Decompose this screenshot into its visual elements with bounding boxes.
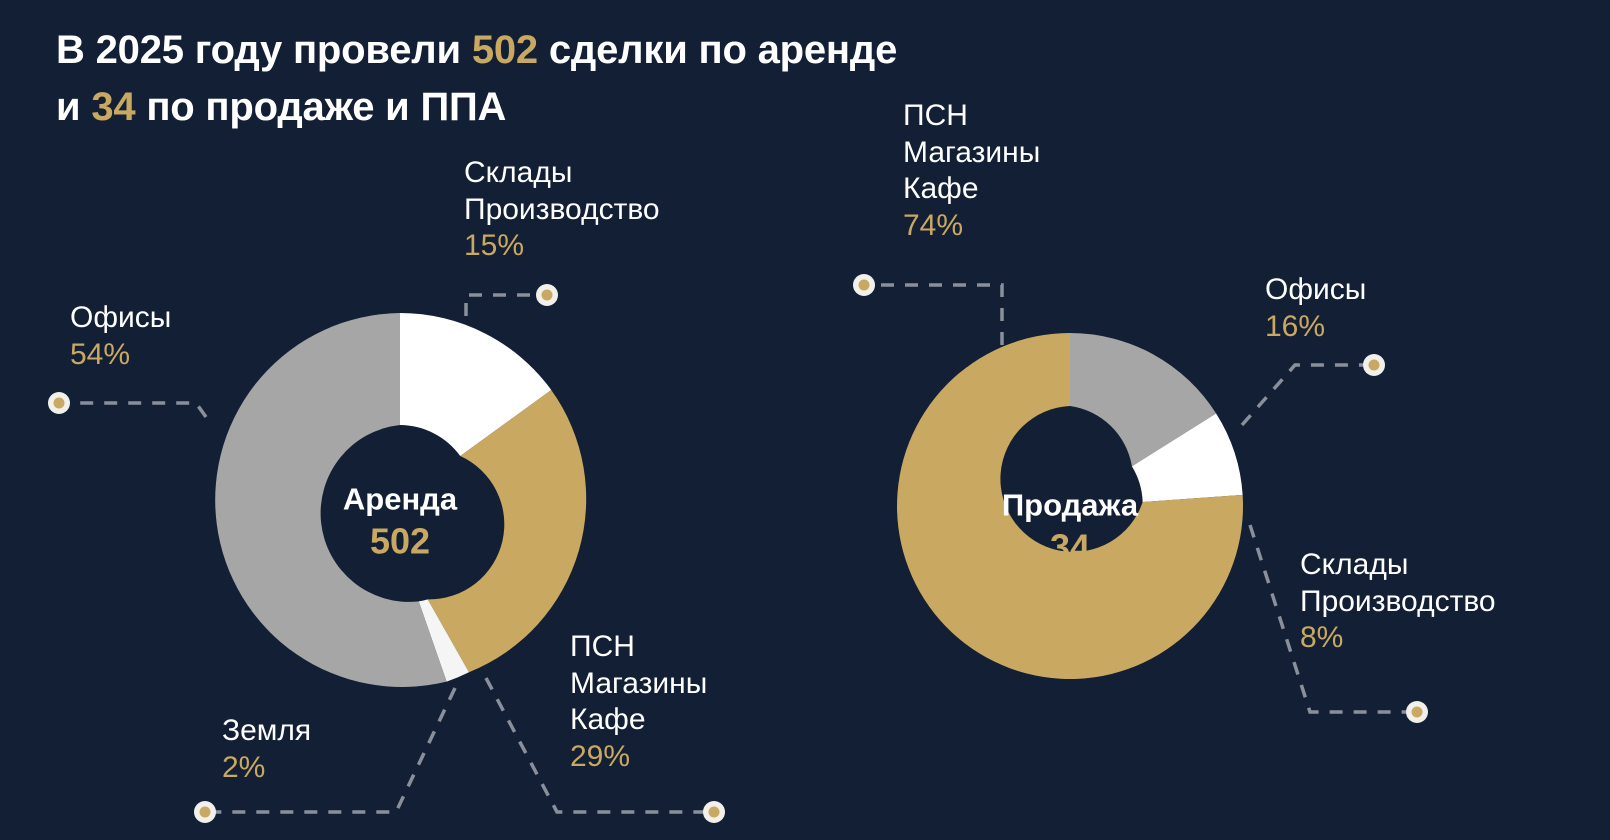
rent-slice-sklady <box>400 313 552 457</box>
leader-rent-ofisy <box>70 401 208 419</box>
callout-rent-psn: ПСН Магазины Кафе 29% <box>570 629 707 775</box>
callout-sale-psn: ПСН Магазины Кафе 74% <box>903 98 1040 244</box>
callout-rent-sklady-line2: Производство <box>464 192 660 226</box>
title-line2-number: 34 <box>91 84 136 129</box>
sale-slice-psn <box>897 333 1244 679</box>
leader-sale-sklady <box>1248 524 1406 714</box>
callout-rent-psn-pct: 29% <box>570 739 631 773</box>
title-line-2: и 34 по продаже и ППА <box>56 79 1096 136</box>
leader-sale-psn <box>875 283 1004 345</box>
title-line-1: В 2025 году провели 502 сделки по аренде <box>56 22 1096 79</box>
callout-rent-psn-line3: Кафе <box>570 703 646 737</box>
callout-rent-sklady-pct: 15% <box>464 229 525 263</box>
rent-slice-zemlya <box>418 599 469 682</box>
title-line1-pre: В 2025 году провели <box>56 28 472 72</box>
callout-rent-zemlya-pct: 2% <box>222 750 266 784</box>
sale-slice-ofisy <box>1070 333 1217 467</box>
callout-sale-sklady-pct: 8% <box>1300 621 1344 655</box>
callout-sale-sklady-line2: Производство <box>1300 584 1496 618</box>
leader-dots-rent <box>48 284 725 823</box>
leader-dots-sale <box>853 274 1428 723</box>
title-line1-post: сделки по аренде <box>537 28 898 72</box>
title-line2-pre: и <box>56 84 92 129</box>
callout-rent-zemlya-line1: Земля <box>222 714 312 747</box>
callout-rent-psn-line2: Магазины <box>570 666 708 700</box>
callout-sale-sklady: Склады Производство 8% <box>1300 547 1496 657</box>
leader-rent-psn <box>484 677 710 814</box>
rent-donut <box>215 313 587 687</box>
callout-rent-zemlya: Земля 2% <box>222 713 311 786</box>
title-line2-post: по продаже и ППА <box>135 84 507 129</box>
callout-sale-ofisy-line1: Офисы <box>1265 273 1367 306</box>
callout-rent-ofisy-pct: 54% <box>70 337 131 371</box>
callout-rent-ofisy: Офисы 54% <box>70 300 171 373</box>
sale-donut <box>897 333 1244 679</box>
page-title: В 2025 году провели 502 сделки по аренде… <box>56 22 1096 136</box>
rent-slice-ofisy <box>215 313 447 687</box>
leader-sale-ofisy <box>1240 363 1363 427</box>
callout-sale-ofisy: Офисы 16% <box>1265 272 1366 345</box>
title-line1-number: 502 <box>471 28 538 72</box>
sale-slice-sklady <box>1131 413 1243 503</box>
callout-sale-psn-line1: ПСН <box>903 99 968 132</box>
callout-rent-psn-line1: ПСН <box>570 630 635 663</box>
callout-rent-sklady: Склады Производство 15% <box>464 155 660 265</box>
callout-sale-psn-line3: Кафе <box>903 172 979 206</box>
callout-sale-psn-line2: Магазины <box>903 135 1041 169</box>
rent-slice-psn <box>427 389 587 673</box>
callout-sale-sklady-line1: Склады <box>1300 548 1409 581</box>
callout-sale-psn-pct: 74% <box>903 208 964 242</box>
callout-rent-sklady-line1: Склады <box>464 156 573 189</box>
leader-rent-sklady <box>464 293 536 316</box>
callout-sale-ofisy-pct: 16% <box>1265 309 1326 343</box>
callout-rent-ofisy-line1: Офисы <box>70 301 172 334</box>
